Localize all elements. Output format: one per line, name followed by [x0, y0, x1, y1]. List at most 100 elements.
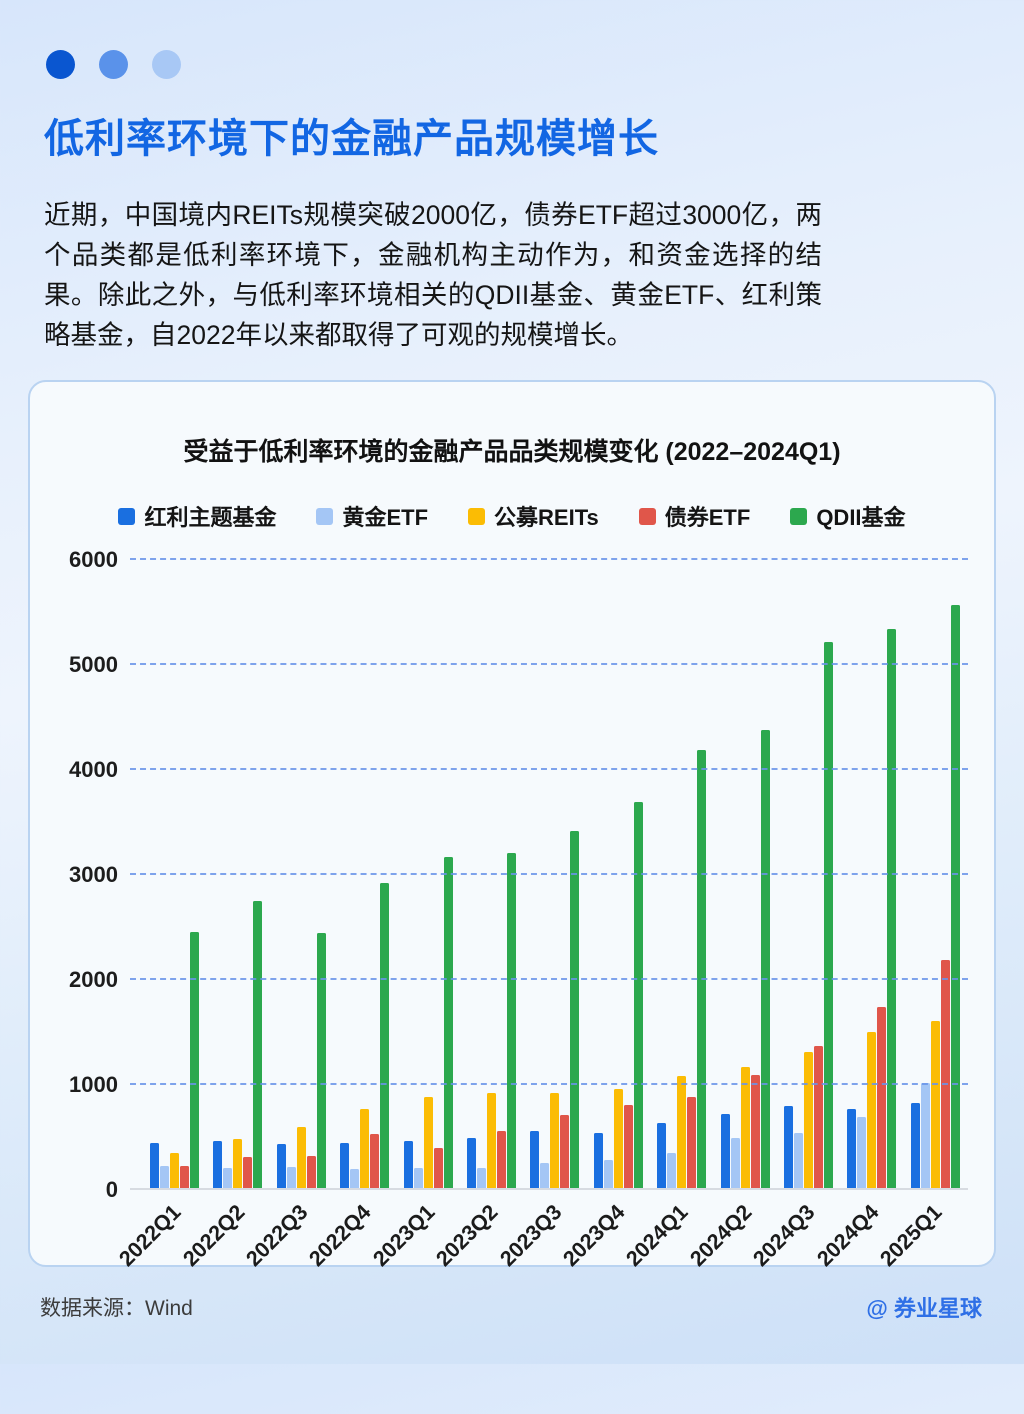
- gridline-6000: [130, 558, 968, 560]
- bars-2024Q3: [784, 560, 834, 1190]
- legend-label: 债券ETF: [664, 505, 751, 530]
- bar-债券ETF-2022Q4: [370, 1134, 380, 1190]
- bar-QDII基金-2024Q2: [760, 730, 770, 1190]
- x-tick-label-2024Q3: 2024Q3: [748, 1200, 820, 1272]
- bar-QDII基金-2022Q1: [190, 931, 199, 1190]
- intro-paragraph: 近期，中国境内REITs规模突破2000亿，债券ETF超过3000亿，两个品类都…: [44, 200, 822, 350]
- x-tick-label-2024Q4: 2024Q4: [811, 1200, 884, 1272]
- bars-2023Q1: [403, 560, 453, 1190]
- bar-公募REITs-2022Q4: [360, 1109, 370, 1190]
- gridline-4000: [130, 768, 968, 770]
- bar-红利主题基金-2023Q2: [467, 1137, 477, 1190]
- bar-黄金ETF-2022Q1: [160, 1165, 169, 1190]
- bar-group-2022Q4: 2022Q4: [305, 560, 390, 1271]
- bar-group-2025Q1: 2025Q1: [875, 560, 960, 1271]
- bar-group-2023Q3: 2023Q3: [495, 560, 580, 1271]
- bar-QDII基金-2023Q2: [507, 852, 517, 1190]
- dot-dark-icon: [46, 50, 75, 79]
- bar-红利主题基金-2025Q1: [910, 1102, 920, 1190]
- bar-group-2024Q1: 2024Q1: [622, 560, 707, 1271]
- bar-QDII基金-2024Q4: [887, 629, 897, 1190]
- bar-黄金ETF-2024Q2: [730, 1138, 740, 1190]
- chart-body: 0 1000 2000 3000 4000 5000 6000 2022Q1 2022Q2 20…: [30, 547, 968, 1271]
- legend-swatch-icon: [118, 507, 136, 525]
- bar-黄金ETF-2023Q3: [540, 1162, 550, 1190]
- bar-公募REITs-2024Q2: [740, 1067, 750, 1190]
- x-tick-label-2023Q3: 2023Q3: [494, 1200, 567, 1272]
- x-tick-label-2022Q4: 2022Q4: [304, 1200, 376, 1272]
- bar-QDII基金-2025Q1: [950, 605, 960, 1190]
- chart-title: 受益于低利率环境的金融产品品类规模变化 (2022–2024Q1): [183, 438, 841, 466]
- bar-债券ETF-2023Q4: [623, 1105, 633, 1190]
- y-tick-label-5000: 5000: [69, 652, 118, 677]
- bar-债券ETF-2023Q2: [497, 1131, 507, 1190]
- bar-债券ETF-2024Q3: [814, 1046, 824, 1190]
- bar-债券ETF-2022Q2: [243, 1156, 253, 1190]
- bars-2023Q3: [530, 560, 580, 1190]
- gridline-1000: [130, 1083, 968, 1085]
- bar-group-2024Q2: 2024Q2: [685, 560, 770, 1271]
- chart-card: 受益于低利率环境的金融产品品类规模变化 (2022–2024Q1) 红利主题基金…: [28, 380, 996, 1271]
- legend-swatch-icon: [638, 507, 656, 525]
- x-axis-line: [130, 1188, 968, 1190]
- legend-item-黄金ETF: 黄金ETF: [316, 500, 428, 532]
- x-tick-label-2023Q1: 2023Q1: [368, 1200, 440, 1272]
- bar-红利主题基金-2024Q2: [720, 1114, 730, 1190]
- bar-黄金ETF-2023Q1: [413, 1167, 423, 1190]
- bars-2022Q3: [276, 560, 326, 1190]
- legend-label: 红利主题基金: [144, 505, 277, 530]
- bar-公募REITs-2024Q3: [804, 1052, 814, 1190]
- bar-黄金ETF-2022Q3: [286, 1167, 296, 1190]
- dot-light-icon: [152, 50, 181, 79]
- y-axis: 0 1000 2000 3000 4000 5000 6000: [30, 547, 130, 1202]
- bar-债券ETF-2022Q3: [306, 1156, 316, 1190]
- bar-group-2024Q4: 2024Q4: [812, 560, 897, 1271]
- bar-group-2022Q2: 2022Q2: [178, 560, 263, 1271]
- bar-QDII基金-2023Q3: [570, 830, 580, 1190]
- plot-area: 2022Q1 2022Q2 2022Q3 2022Q4 2023Q1 2023Q2 2023…: [115, 558, 968, 1271]
- bar-债券ETF-2022Q1: [180, 1166, 189, 1190]
- footer: 数据来源：Wind @ 券业星球: [40, 1291, 982, 1323]
- x-tick-label-2022Q2: 2022Q2: [177, 1200, 250, 1272]
- legend-label: QDII基金: [816, 505, 906, 530]
- bar-QDII基金-2023Q1: [443, 856, 453, 1190]
- bar-黄金ETF-2022Q4: [350, 1169, 360, 1190]
- bar-公募REITs-2022Q2: [233, 1139, 243, 1190]
- bar-黄金ETF-2024Q1: [667, 1152, 677, 1190]
- bars-2025Q1: [910, 560, 960, 1190]
- bar-QDII基金-2024Q3: [824, 641, 834, 1190]
- bar-QDII基金-2022Q2: [253, 900, 263, 1190]
- legend-swatch-icon: [790, 507, 808, 525]
- x-tick-label-2022Q3: 2022Q3: [241, 1200, 313, 1272]
- bar-公募REITs-2023Q1: [423, 1096, 433, 1190]
- decor-dots: [46, 50, 1024, 79]
- bar-债券ETF-2025Q1: [940, 960, 950, 1190]
- bar-公募REITs-2022Q1: [170, 1153, 179, 1190]
- bar-公募REITs-2022Q3: [296, 1127, 306, 1190]
- bar-公募REITs-2023Q3: [550, 1092, 560, 1190]
- x-tick-label-2022Q1: 2022Q1: [114, 1200, 186, 1272]
- chart-legend: 红利主题基金 黄金ETF 公募REITs 债券ETF QDII基金: [30, 500, 994, 532]
- gridline-5000: [130, 663, 968, 665]
- dot-medium-icon: [99, 50, 128, 79]
- y-tick-label-6000: 6000: [69, 547, 118, 572]
- bar-QDII基金-2022Q3: [316, 933, 326, 1190]
- bars-2024Q2: [720, 560, 770, 1190]
- bar-公募REITs-2023Q4: [613, 1088, 623, 1190]
- bar-黄金ETF-2025Q1: [920, 1083, 930, 1190]
- legend-item-红利主题基金: 红利主题基金: [118, 500, 276, 532]
- bar-债券ETF-2023Q3: [560, 1114, 570, 1190]
- legend-item-QDII基金: QDII基金: [790, 500, 906, 532]
- y-tick-label-3000: 3000: [69, 862, 118, 887]
- bar-红利主题基金-2022Q3: [276, 1143, 286, 1190]
- bars-2023Q4: [593, 560, 643, 1190]
- bar-QDII基金-2024Q1: [697, 750, 707, 1190]
- bar-公募REITs-2025Q1: [930, 1020, 940, 1190]
- x-tick-label-2024Q2: 2024Q2: [685, 1200, 757, 1272]
- brand-watermark: @ 券业星球: [866, 1296, 982, 1321]
- bar-红利主题基金-2022Q2: [213, 1140, 223, 1190]
- y-tick-label-0: 0: [105, 1177, 118, 1202]
- y-tick-label-4000: 4000: [69, 757, 118, 783]
- bars-2022Q2: [213, 560, 263, 1190]
- bars-2022Q1: [150, 560, 199, 1190]
